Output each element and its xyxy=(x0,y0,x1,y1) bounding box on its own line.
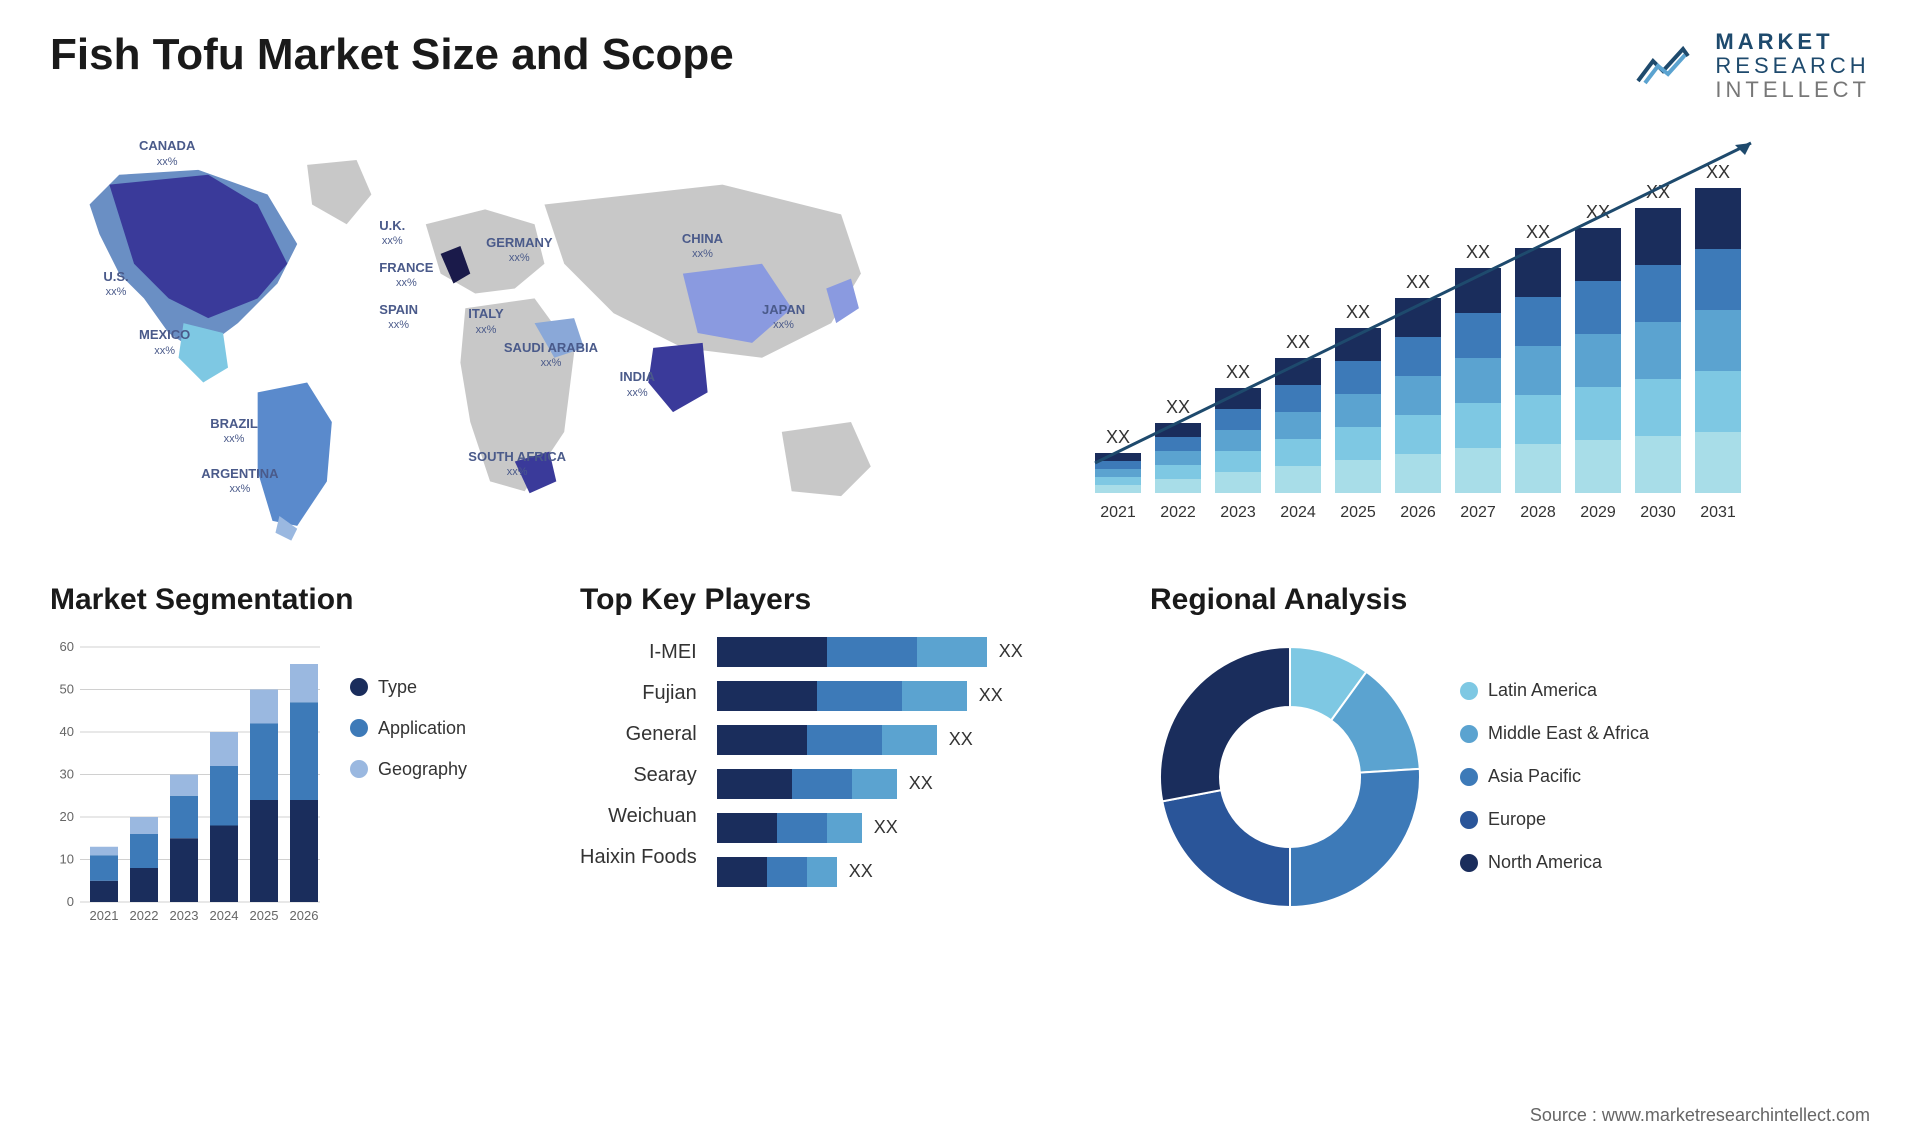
regional-legend: Latin America Middle East & Africa Asia Pa… xyxy=(1460,680,1649,873)
svg-text:XX: XX xyxy=(1166,397,1190,417)
segmentation-panel: Market Segmentation 0 10 20 30 40 50 60 2021 202… xyxy=(50,583,550,963)
svg-text:2025: 2025 xyxy=(250,908,279,923)
svg-text:2022: 2022 xyxy=(130,908,159,923)
segmentation-title: Market Segmentation xyxy=(50,583,550,617)
logo-icon xyxy=(1633,41,1703,91)
source-footer: Source : www.marketresearchintellect.com xyxy=(1530,1105,1870,1126)
map-label-mexico: MEXICOxx% xyxy=(139,328,190,357)
player-name-general: General xyxy=(580,723,697,746)
player-bar-row: XX xyxy=(717,637,1120,667)
players-bars: XX XX XX XX XX XX xyxy=(717,637,1120,887)
regional-legend-north-america: North America xyxy=(1460,852,1649,873)
player-name-i-mei: I-MEI xyxy=(580,641,697,664)
map-label-spain: SPAINxx% xyxy=(379,303,418,332)
map-label-canada: CANADAxx% xyxy=(139,139,195,168)
svg-text:2024: 2024 xyxy=(210,908,239,923)
player-value: XX xyxy=(909,773,933,794)
svg-text:2030: 2030 xyxy=(1640,504,1676,521)
regional-legend-latin-america: Latin America xyxy=(1460,680,1649,701)
player-value: XX xyxy=(979,685,1003,706)
svg-text:2021: 2021 xyxy=(1100,504,1136,521)
player-name-weichuan: Weichuan xyxy=(580,805,697,828)
map-label-saudi-arabia: SAUDI ARABIAxx% xyxy=(504,341,598,370)
player-name-haixin-foods: Haixin Foods xyxy=(580,846,697,869)
svg-text:2029: 2029 xyxy=(1580,504,1616,521)
regional-legend-asia-pacific: Asia Pacific xyxy=(1460,766,1649,787)
svg-text:XX: XX xyxy=(1526,222,1550,242)
svg-text:2027: 2027 xyxy=(1460,504,1496,521)
regional-donut xyxy=(1150,637,1430,917)
svg-text:XX: XX xyxy=(1406,272,1430,292)
svg-text:2031: 2031 xyxy=(1700,504,1736,521)
player-bar-row: XX xyxy=(717,725,1120,755)
svg-text:XX: XX xyxy=(1466,242,1490,262)
svg-text:2024: 2024 xyxy=(1280,504,1316,521)
svg-text:2026: 2026 xyxy=(1400,504,1436,521)
player-value: XX xyxy=(999,641,1023,662)
svg-text:2022: 2022 xyxy=(1160,504,1196,521)
svg-text:2023: 2023 xyxy=(170,908,199,923)
player-bar-row: XX xyxy=(717,857,1120,887)
svg-text:2026: 2026 xyxy=(290,908,319,923)
map-label-france: FRANCExx% xyxy=(379,261,433,290)
svg-text:2028: 2028 xyxy=(1520,504,1556,521)
player-bar-row: XX xyxy=(717,769,1120,799)
map-label-argentina: ARGENTINAxx% xyxy=(201,467,278,496)
svg-text:XX: XX xyxy=(1106,427,1130,447)
map-label-india: INDIAxx% xyxy=(620,370,655,399)
logo-line1: MARKET xyxy=(1715,30,1870,54)
logo-line2: RESEARCH xyxy=(1715,54,1870,78)
regional-legend-europe: Europe xyxy=(1460,809,1649,830)
player-value: XX xyxy=(849,861,873,882)
regional-title: Regional Analysis xyxy=(1150,583,1870,617)
seg-legend-type: Type xyxy=(350,677,467,698)
svg-text:0: 0 xyxy=(67,894,74,909)
seg-legend-geography: Geography xyxy=(350,759,467,780)
regional-legend-middle-east-africa: Middle East & Africa xyxy=(1460,723,1649,744)
svg-text:10: 10 xyxy=(60,851,74,866)
map-label-japan: JAPANxx% xyxy=(762,303,805,332)
map-label-italy: ITALYxx% xyxy=(468,307,503,336)
svg-text:XX: XX xyxy=(1226,362,1250,382)
svg-text:50: 50 xyxy=(60,681,74,696)
svg-text:XX: XX xyxy=(1346,302,1370,322)
player-value: XX xyxy=(874,817,898,838)
seg-legend-application: Application xyxy=(350,718,467,739)
growth-chart-panel: XX 2021 XX 2022 XX 2023 XX 2024 XX 2025 XX 2026 XX 20… xyxy=(980,123,1870,543)
map-label-south-africa: SOUTH AFRICAxx% xyxy=(468,450,566,479)
svg-text:2025: 2025 xyxy=(1340,504,1376,521)
segmentation-chart: 0 10 20 30 40 50 60 2021 2022 2023 2024 2025 2026 xyxy=(50,637,330,927)
brand-logo: MARKET RESEARCH INTELLECT xyxy=(1633,30,1870,103)
player-bar-row: XX xyxy=(717,681,1120,711)
page-title: Fish Tofu Market Size and Scope xyxy=(50,30,734,80)
map-label-china: CHINAxx% xyxy=(682,232,723,261)
players-names: I-MEI Fujian General Searay Weichuan Haixin F… xyxy=(580,637,697,869)
player-name-searay: Searay xyxy=(580,764,697,787)
svg-text:2023: 2023 xyxy=(1220,504,1256,521)
svg-text:XX: XX xyxy=(1706,162,1730,182)
regional-panel: Regional Analysis Latin America Middle Ea… xyxy=(1150,583,1870,963)
world-map-panel: CANADAxx% U.S.xx% MEXICOxx% BRAZILxx% ARGENT… xyxy=(50,123,940,543)
growth-chart: XX 2021 XX 2022 XX 2023 XX 2024 XX 2025 XX 2026 XX 20… xyxy=(980,123,1870,543)
map-label-germany: GERMANYxx% xyxy=(486,236,552,265)
player-bar-row: XX xyxy=(717,813,1120,843)
player-value: XX xyxy=(949,729,973,750)
svg-text:30: 30 xyxy=(60,766,74,781)
segmentation-legend: Type Application Geography xyxy=(350,637,467,927)
map-label-u.s.: U.S.xx% xyxy=(103,270,128,299)
players-panel: Top Key Players I-MEI Fujian General Searay… xyxy=(580,583,1120,963)
svg-text:XX: XX xyxy=(1286,332,1310,352)
svg-text:20: 20 xyxy=(60,809,74,824)
map-label-u.k.: U.K.xx% xyxy=(379,219,405,248)
svg-text:40: 40 xyxy=(60,724,74,739)
svg-text:2021: 2021 xyxy=(90,908,119,923)
map-label-brazil: BRAZILxx% xyxy=(210,417,258,446)
player-name-fujian: Fujian xyxy=(580,682,697,705)
svg-text:60: 60 xyxy=(60,639,74,654)
logo-line3: INTELLECT xyxy=(1715,78,1870,102)
players-title: Top Key Players xyxy=(580,583,1120,617)
